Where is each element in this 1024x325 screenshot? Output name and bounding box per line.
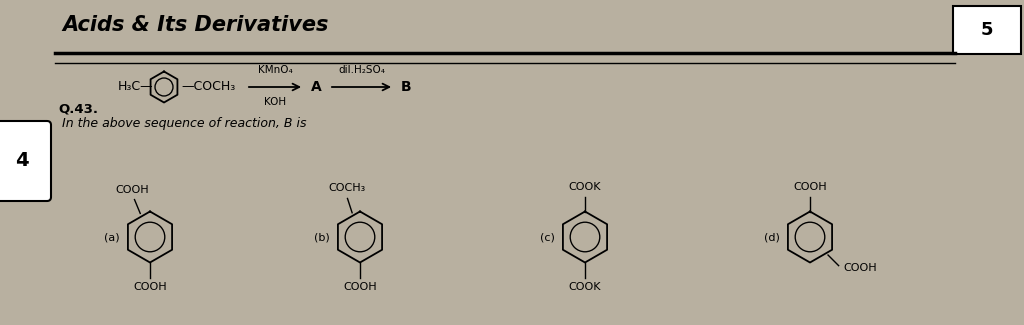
Text: In the above sequence of reaction, B is: In the above sequence of reaction, B is bbox=[62, 116, 306, 129]
Text: (b): (b) bbox=[314, 232, 330, 242]
Text: Q.43.: Q.43. bbox=[58, 102, 98, 115]
Text: COOH: COOH bbox=[133, 282, 167, 292]
Text: KOH: KOH bbox=[264, 97, 286, 107]
Text: 5: 5 bbox=[981, 21, 993, 39]
Text: B: B bbox=[401, 80, 412, 94]
Text: COOK: COOK bbox=[568, 181, 601, 191]
Text: A: A bbox=[311, 80, 322, 94]
Text: H₃C—: H₃C— bbox=[118, 81, 154, 94]
Text: COOH: COOH bbox=[844, 263, 878, 273]
Text: COOH: COOH bbox=[794, 181, 826, 191]
FancyBboxPatch shape bbox=[953, 6, 1021, 54]
Text: 4: 4 bbox=[15, 151, 29, 171]
Text: (a): (a) bbox=[104, 232, 120, 242]
Text: COOK: COOK bbox=[568, 282, 601, 292]
Text: COCH₃: COCH₃ bbox=[329, 184, 367, 193]
Text: Acids & Its Derivatives: Acids & Its Derivatives bbox=[62, 15, 329, 35]
Text: COOH: COOH bbox=[343, 282, 377, 292]
Text: (c): (c) bbox=[540, 232, 554, 242]
Text: dil.H₂SO₄: dil.H₂SO₄ bbox=[338, 65, 385, 75]
Text: COOH: COOH bbox=[116, 185, 150, 195]
Text: (d): (d) bbox=[764, 232, 780, 242]
FancyBboxPatch shape bbox=[0, 121, 51, 201]
Text: KMnO₄: KMnO₄ bbox=[258, 65, 293, 75]
Text: —COCH₃: —COCH₃ bbox=[181, 81, 236, 94]
